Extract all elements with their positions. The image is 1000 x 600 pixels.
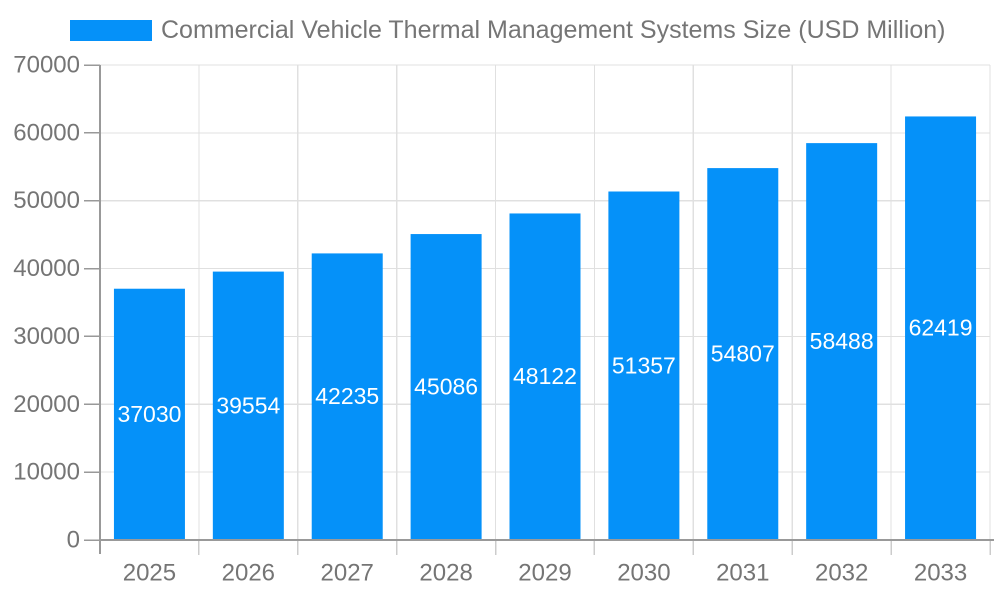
legend-item[interactable]: Commercial Vehicle Thermal Management Sy… bbox=[70, 16, 946, 44]
y-tick-label: 20000 bbox=[13, 391, 80, 418]
bar-value-label: 51357 bbox=[612, 352, 676, 378]
bar-value-label: 37030 bbox=[117, 401, 181, 427]
legend-label: Commercial Vehicle Thermal Management Sy… bbox=[161, 15, 946, 44]
y-tick-label: 50000 bbox=[13, 187, 80, 214]
x-tick-label: 2033 bbox=[914, 560, 967, 587]
x-tick-label: 2027 bbox=[321, 560, 374, 587]
bar-value-label: 54807 bbox=[711, 341, 775, 367]
bar bbox=[806, 143, 878, 540]
bar-value-label: 62419 bbox=[909, 315, 973, 341]
y-tick-label: 10000 bbox=[13, 459, 80, 486]
x-tick-label: 2029 bbox=[518, 560, 571, 587]
x-tick-label: 2032 bbox=[815, 560, 868, 587]
bar bbox=[113, 288, 185, 539]
bar-value-label: 48122 bbox=[513, 363, 577, 389]
bar-value-label: 39554 bbox=[216, 392, 280, 418]
bar-value-label: 58488 bbox=[810, 328, 874, 354]
y-tick-label: 60000 bbox=[13, 119, 80, 146]
bar-value-label: 45086 bbox=[414, 374, 478, 400]
bar bbox=[509, 213, 581, 539]
bar bbox=[212, 271, 284, 539]
x-tick-label: 2025 bbox=[123, 560, 176, 587]
bar bbox=[707, 168, 779, 540]
bar bbox=[311, 253, 383, 540]
x-tick-label: 2026 bbox=[222, 560, 275, 587]
bar bbox=[410, 234, 482, 540]
bar bbox=[905, 116, 977, 539]
legend-swatch bbox=[70, 19, 152, 41]
bar bbox=[608, 191, 680, 539]
x-tick-label: 2028 bbox=[419, 560, 472, 587]
y-tick-label: 0 bbox=[67, 527, 80, 554]
bar-value-label: 42235 bbox=[315, 383, 379, 409]
x-tick-label: 2031 bbox=[716, 560, 769, 587]
x-tick-label: 2030 bbox=[617, 560, 670, 587]
y-tick-label: 30000 bbox=[13, 323, 80, 350]
y-tick-label: 40000 bbox=[13, 255, 80, 282]
y-tick-label: 70000 bbox=[13, 52, 80, 79]
